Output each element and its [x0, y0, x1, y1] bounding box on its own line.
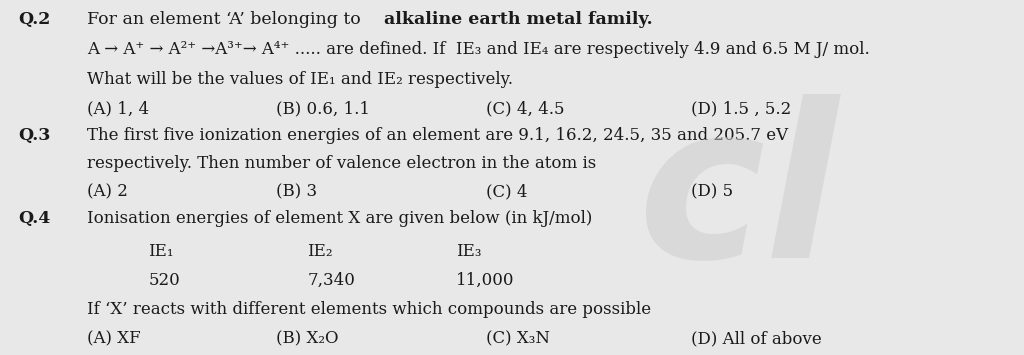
Text: (D) All of above: (D) All of above	[691, 331, 822, 348]
Text: (A) XF: (A) XF	[87, 331, 140, 348]
Text: Q.4: Q.4	[18, 210, 51, 227]
Text: 11,000: 11,000	[456, 272, 514, 289]
Text: (D) 5: (D) 5	[691, 183, 733, 200]
Text: alkaline earth metal family.: alkaline earth metal family.	[384, 11, 652, 27]
Text: 520: 520	[148, 272, 180, 289]
Text: (A) 2: (A) 2	[87, 183, 128, 200]
Text: IE₁: IE₁	[148, 243, 174, 260]
Text: For an element ‘A’ belonging to: For an element ‘A’ belonging to	[87, 11, 367, 27]
Text: Q.2: Q.2	[18, 11, 50, 27]
Text: (A) 1, 4: (A) 1, 4	[87, 100, 150, 118]
Text: Ionisation energies of element X are given below (in kJ/mol): Ionisation energies of element X are giv…	[87, 210, 593, 227]
Text: If ‘X’ reacts with different elements which compounds are possible: If ‘X’ reacts with different elements wh…	[87, 301, 651, 318]
Text: (B) 3: (B) 3	[276, 183, 317, 200]
Text: (C) 4: (C) 4	[486, 183, 528, 200]
Text: cl: cl	[637, 94, 838, 303]
Text: (C) 4, 4.5: (C) 4, 4.5	[486, 100, 565, 118]
Text: (C) X₃N: (C) X₃N	[486, 331, 551, 348]
Text: (D) 1.5 , 5.2: (D) 1.5 , 5.2	[691, 100, 792, 118]
Text: (B) X₂O: (B) X₂O	[276, 331, 339, 348]
Text: A → A⁺ → A²⁺ →A³⁺→ A⁴⁺ ..... are defined. If  IE₃ and IE₄ are respectively 4.9 a: A → A⁺ → A²⁺ →A³⁺→ A⁴⁺ ..... are defined…	[87, 41, 869, 58]
Text: The first five ionization energies of an element are 9.1, 16.2, 24.5, 35 and 205: The first five ionization energies of an…	[87, 127, 788, 144]
Text: Q.3: Q.3	[18, 127, 51, 144]
Text: (B) 0.6, 1.1: (B) 0.6, 1.1	[276, 100, 371, 118]
Text: IE₂: IE₂	[307, 243, 333, 260]
Text: What will be the values of IE₁ and IE₂ respectively.: What will be the values of IE₁ and IE₂ r…	[87, 71, 513, 88]
Text: respectively. Then number of valence electron in the atom is: respectively. Then number of valence ele…	[87, 155, 596, 172]
Text: IE₃: IE₃	[456, 243, 481, 260]
Text: 7,340: 7,340	[307, 272, 355, 289]
